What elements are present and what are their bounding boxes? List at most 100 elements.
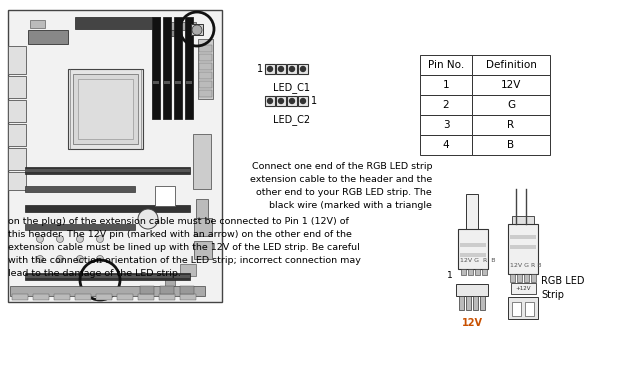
Bar [164, 81, 170, 84]
Text: RGB LED
Strip: RGB LED Strip [541, 276, 584, 300]
Bar [8, 124, 26, 146]
Text: Pin No.: Pin No. [428, 60, 464, 70]
Bar [8, 172, 26, 190]
Bar [140, 286, 154, 294]
Bar [194, 218, 212, 236]
Bar [163, 17, 171, 119]
Bar [138, 294, 154, 300]
Bar [525, 302, 534, 316]
Text: LED_C2: LED_C2 [273, 114, 310, 125]
Bar [10, 286, 205, 296]
Text: 2: 2 [443, 100, 450, 110]
Bar [512, 302, 521, 316]
Bar [25, 205, 190, 212]
Text: 12V G  R  B: 12V G R B [460, 258, 496, 263]
Bar [160, 286, 174, 294]
Bar [510, 245, 536, 249]
Text: 12V: 12V [501, 80, 521, 90]
Bar [28, 30, 68, 44]
Bar [480, 296, 485, 310]
Bar [199, 90, 212, 97]
Bar [472, 95, 550, 115]
Bar [482, 269, 487, 275]
Circle shape [138, 209, 158, 229]
Bar [524, 274, 529, 282]
Circle shape [96, 235, 104, 243]
Bar [193, 134, 211, 189]
Bar [180, 264, 196, 276]
Bar [25, 167, 190, 174]
Bar [531, 274, 536, 282]
Bar [276, 64, 286, 74]
Bar [68, 69, 143, 149]
Bar [25, 169, 190, 172]
Bar [461, 269, 466, 275]
Bar [468, 269, 473, 275]
Bar [420, 135, 472, 155]
Bar [175, 81, 181, 84]
Bar [199, 72, 212, 79]
Bar [287, 64, 297, 74]
Bar [196, 199, 208, 234]
Text: B: B [507, 140, 515, 150]
Bar [180, 286, 194, 294]
Text: extension cable must be lined up with the 12V of the LED strip. Be careful: extension cable must be lined up with th… [8, 243, 360, 252]
Bar [152, 17, 160, 119]
Bar [75, 294, 91, 300]
Circle shape [192, 25, 202, 35]
Bar [473, 296, 478, 310]
Circle shape [76, 235, 83, 243]
Text: 1: 1 [447, 271, 453, 280]
Bar [517, 274, 522, 282]
Bar [420, 95, 472, 115]
Bar [170, 30, 178, 36]
Circle shape [37, 255, 43, 263]
Text: 1: 1 [311, 96, 317, 106]
Bar [8, 46, 26, 74]
Bar [180, 294, 196, 300]
Text: on the plug) of the extension cable must be connected to Pin 1 (12V) of: on the plug) of the extension cable must… [8, 217, 349, 226]
Bar [199, 45, 212, 52]
Bar [12, 294, 28, 300]
Text: 4: 4 [443, 140, 450, 150]
Bar [199, 63, 212, 70]
Text: LED_C1: LED_C1 [273, 82, 310, 93]
Circle shape [268, 99, 273, 104]
Bar [159, 294, 175, 300]
Bar [33, 294, 49, 300]
Bar [420, 55, 472, 75]
Bar [456, 284, 488, 296]
Bar [54, 294, 70, 300]
Circle shape [57, 235, 63, 243]
Bar [8, 76, 26, 98]
Bar [194, 241, 212, 259]
Bar [472, 115, 550, 135]
Text: 1: 1 [443, 80, 450, 90]
Bar [168, 22, 196, 30]
Text: +12V: +12V [515, 285, 531, 291]
Bar [466, 296, 471, 310]
Bar [199, 81, 212, 88]
Bar [96, 294, 112, 300]
Text: R: R [507, 120, 515, 130]
Bar [199, 54, 212, 61]
Bar [78, 79, 133, 139]
Bar [8, 10, 222, 302]
Circle shape [37, 235, 43, 243]
Bar [472, 75, 550, 95]
Bar [460, 253, 486, 257]
Bar [198, 39, 213, 99]
Circle shape [289, 66, 294, 71]
Circle shape [96, 255, 104, 263]
Text: extension cable to the header and the: extension cable to the header and the [250, 175, 432, 184]
Bar [420, 115, 472, 135]
Bar [298, 64, 308, 74]
Circle shape [301, 66, 306, 71]
Text: 3: 3 [443, 120, 450, 130]
Bar [472, 135, 550, 155]
Text: lead to the damage of the LED strip.: lead to the damage of the LED strip. [8, 269, 181, 278]
Bar [165, 278, 175, 286]
Bar [191, 24, 203, 35]
Bar [25, 224, 135, 230]
Bar [287, 96, 297, 106]
